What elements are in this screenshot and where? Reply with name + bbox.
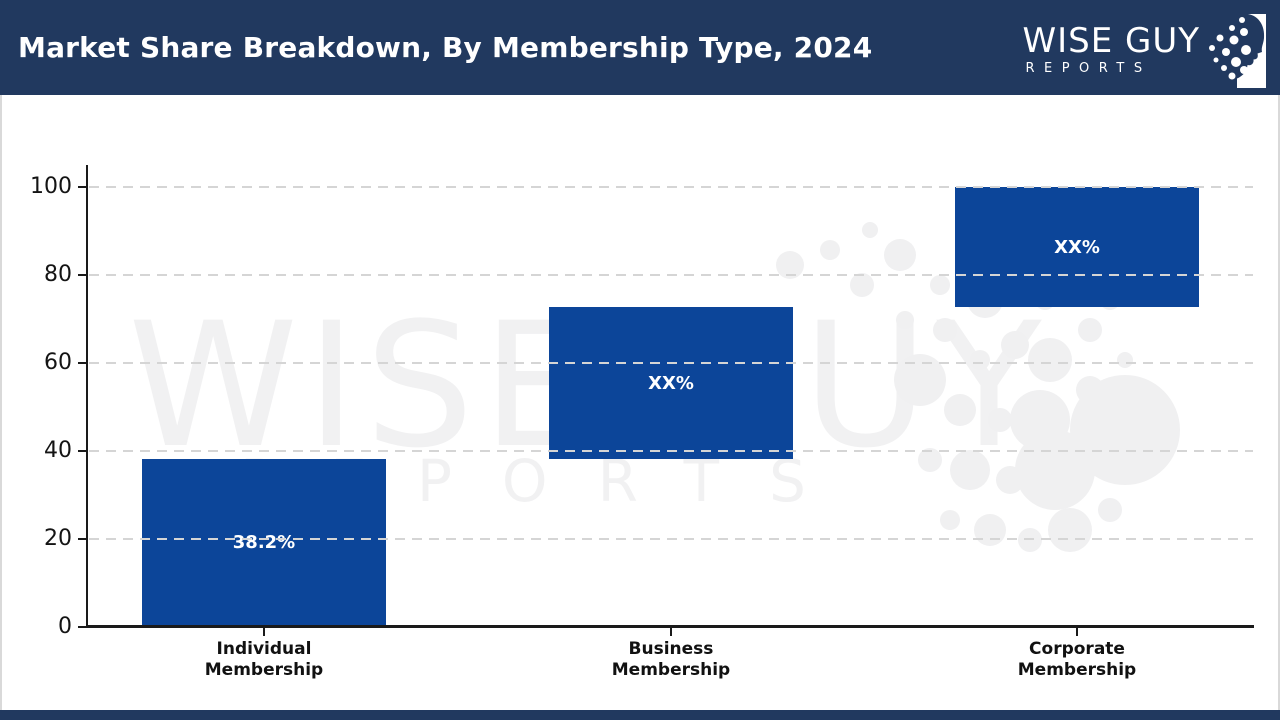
watermark-dot	[970, 350, 990, 370]
x-category-label: Business Membership	[521, 639, 821, 681]
x-category-label-line: Membership	[1017, 660, 1137, 680]
gridline	[89, 538, 1253, 540]
watermark-dot	[1070, 375, 1180, 485]
watermark-dot	[884, 239, 916, 271]
watermark-dot	[1001, 331, 1029, 359]
chart-area: WISE GUY REPORTS 0 20 40 60 80 100 38.2% XX% XX…	[0, 95, 1280, 710]
footer-band	[0, 710, 1280, 720]
watermark-dot	[896, 311, 914, 329]
watermark-dot	[820, 240, 840, 260]
y-tick-label: 20	[44, 526, 72, 551]
watermark-dot	[1078, 318, 1102, 342]
watermark-dot	[850, 273, 874, 297]
bar-value-label: XX%	[648, 372, 694, 394]
watermark-dot	[1098, 498, 1122, 522]
brand-wordmark: WISE GUY REPORTS	[1022, 24, 1200, 76]
x-axis-tick	[670, 628, 672, 636]
y-axis-tick	[78, 274, 87, 276]
bar-segment: XX%	[955, 187, 1199, 308]
bar-value-label: 38.2%	[232, 532, 296, 554]
y-tick-label: 40	[44, 438, 72, 463]
watermark-dot	[950, 450, 990, 490]
x-axis-tick	[1076, 628, 1078, 636]
watermark-dot	[1117, 352, 1133, 368]
watermark-dot	[974, 514, 1006, 546]
x-axis-line	[86, 625, 1254, 628]
watermark-dot	[940, 510, 960, 530]
y-tick-label: 60	[44, 350, 72, 375]
watermark-dot	[930, 275, 950, 295]
y-axis-tick	[78, 538, 87, 540]
brand-logo: WISE GUY REPORTS	[1022, 10, 1266, 90]
watermark-dot	[862, 222, 878, 238]
x-category-label-line: Corporate	[1029, 639, 1125, 659]
brand-name: WISE GUY	[1022, 21, 1200, 61]
x-category-label-line: Membership	[204, 660, 324, 680]
x-category-label: Individual Membership	[114, 639, 414, 681]
x-category-label-line: Membership	[611, 660, 731, 680]
bar-value-label: XX%	[1054, 236, 1100, 258]
y-axis-tick	[78, 362, 87, 364]
x-category-label-line: Business	[628, 639, 714, 659]
y-axis-tick	[78, 186, 87, 188]
y-tick-label: 0	[58, 614, 72, 639]
gridline	[89, 450, 1253, 452]
watermark-dot	[944, 394, 976, 426]
watermark-dot	[988, 408, 1012, 432]
chart-title: Market Share Breakdown, By Membership Ty…	[18, 31, 873, 64]
right-border	[1278, 95, 1280, 710]
gridline	[89, 274, 1253, 276]
watermark-dot	[1048, 508, 1092, 552]
y-axis-tick	[78, 626, 87, 628]
bar-segment: XX%	[549, 307, 793, 459]
watermark-dot	[933, 318, 957, 342]
y-tick-label: 100	[30, 174, 72, 199]
watermark-dot	[918, 448, 942, 472]
watermark-dot	[1028, 338, 1072, 382]
y-tick-label: 80	[44, 262, 72, 287]
bar-segment: 38.2%	[142, 458, 386, 627]
brand-head-icon	[1209, 14, 1266, 88]
watermark-dot	[1018, 528, 1042, 552]
gridline	[89, 362, 1253, 364]
y-axis-line	[86, 165, 88, 627]
x-axis-tick	[263, 628, 265, 636]
brand-subtitle: REPORTS	[1025, 61, 1152, 76]
x-category-label: Corporate Membership	[927, 639, 1227, 681]
y-axis-tick	[78, 450, 87, 452]
left-border	[0, 95, 2, 710]
gridline	[89, 186, 1253, 188]
x-category-label-line: Individual	[216, 639, 312, 659]
header-band: Market Share Breakdown, By Membership Ty…	[0, 0, 1280, 95]
